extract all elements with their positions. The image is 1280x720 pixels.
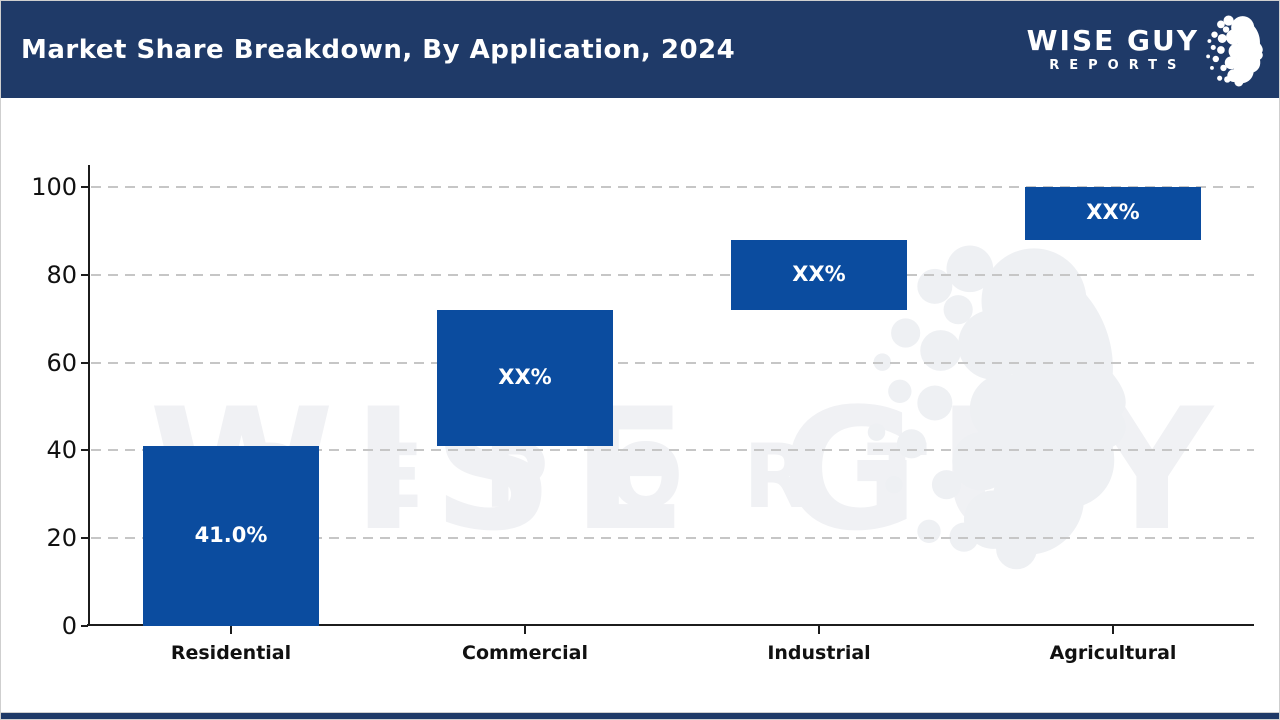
bar-value-label: XX% bbox=[498, 364, 552, 389]
brand-logo-text: WISE GUY REPORTS bbox=[1026, 24, 1199, 73]
bar-chart: WISE GUY REPORTS 0 20 40 60 80 100 41.0% Reside… bbox=[1, 98, 1279, 714]
bar-commercial bbox=[437, 309, 613, 446]
bar-industrial bbox=[731, 239, 907, 310]
x-category-label: Agricultural bbox=[1049, 642, 1177, 664]
y-tick-label: 40 bbox=[46, 436, 77, 465]
x-tick-agricultural bbox=[1112, 626, 1114, 634]
x-category-label: Residential bbox=[170, 642, 292, 664]
x-tick-industrial bbox=[818, 626, 820, 634]
y-tick-label: 80 bbox=[46, 260, 77, 289]
brand-logo: WISE GUY REPORTS bbox=[1027, 11, 1267, 89]
x-category-label: Industrial bbox=[767, 642, 871, 664]
y-tick-label: 0 bbox=[61, 612, 77, 640]
x-tick-residential bbox=[230, 626, 232, 634]
y-tick-20 bbox=[81, 537, 88, 540]
chart-title: Market Share Breakdown, By Application, … bbox=[21, 34, 736, 65]
y-tick-40 bbox=[81, 449, 88, 452]
footer-bar bbox=[1, 712, 1279, 719]
y-tick-80 bbox=[81, 273, 88, 276]
y-tick-0 bbox=[81, 625, 88, 627]
gridline-20 bbox=[91, 537, 1254, 540]
x-category-label: Commercial bbox=[462, 642, 588, 664]
x-axis-line bbox=[87, 624, 1254, 626]
y-tick-label: 20 bbox=[46, 524, 77, 553]
bar-residential bbox=[143, 446, 319, 626]
bar-value-label: XX% bbox=[792, 261, 846, 286]
brand-head-icon bbox=[1206, 14, 1263, 86]
y-tick-label: 100 bbox=[31, 173, 77, 201]
y-tick-100 bbox=[81, 186, 88, 188]
y-axis-line bbox=[88, 165, 90, 626]
brand-name: WISE GUY bbox=[1026, 24, 1199, 58]
gridline-80 bbox=[91, 273, 1254, 276]
bar-value-label: XX% bbox=[1086, 200, 1140, 225]
gridline-40 bbox=[91, 449, 1254, 452]
gridline-100 bbox=[91, 186, 1254, 188]
x-tick-commercial bbox=[524, 626, 526, 634]
brand-subname: REPORTS bbox=[1049, 57, 1187, 73]
bar-agricultural bbox=[1025, 187, 1201, 240]
gridline-60 bbox=[91, 361, 1254, 364]
header-bar: Market Share Breakdown, By Application, … bbox=[1, 1, 1279, 98]
bar-value-label: 41.0% bbox=[194, 523, 268, 547]
y-tick-60 bbox=[81, 361, 88, 364]
y-tick-label: 60 bbox=[46, 348, 77, 377]
